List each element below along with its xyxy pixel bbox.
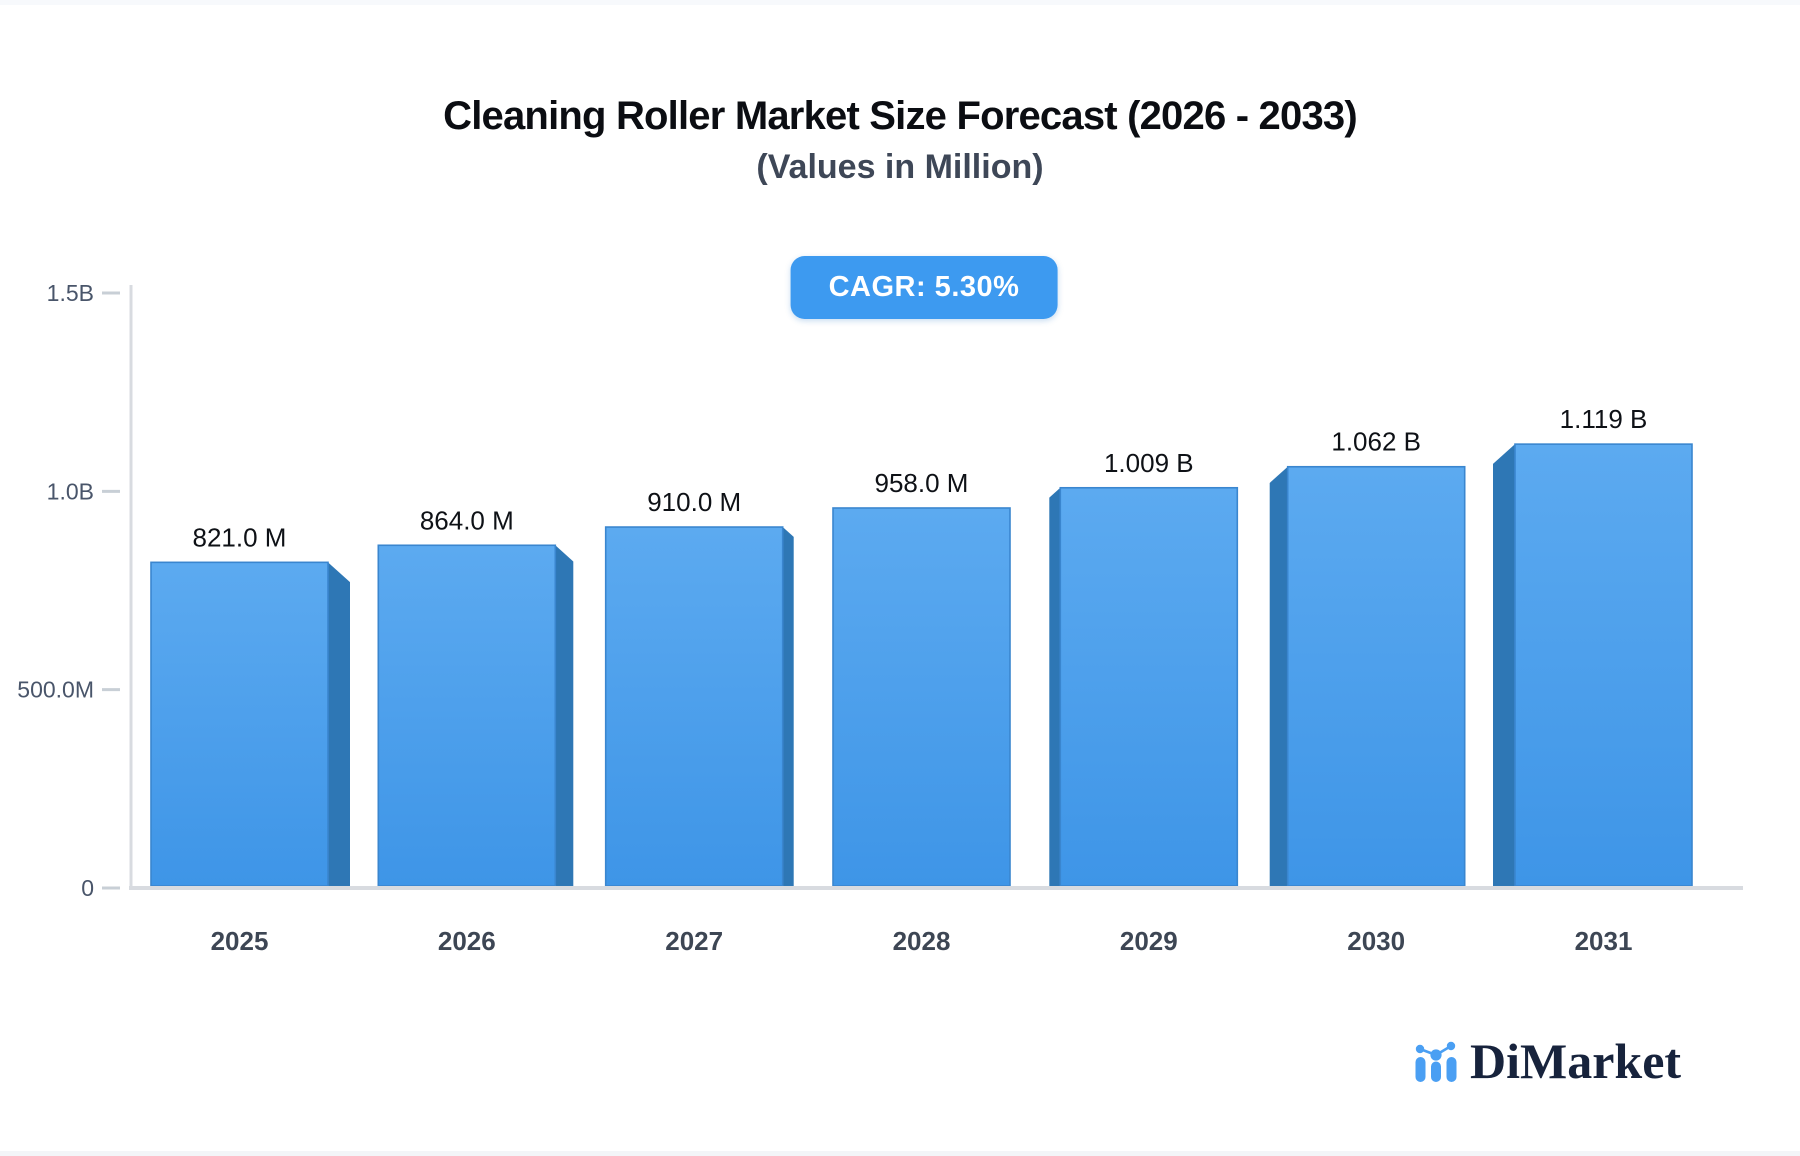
- x-axis-label: 2029: [1120, 926, 1178, 956]
- bar-value-label: 1.119 B: [1560, 404, 1648, 434]
- bar-2029: [1059, 486, 1239, 887]
- cagr-badge: CAGR: 5.30%: [790, 256, 1058, 319]
- bar-side-2030: [1269, 466, 1288, 886]
- x-axis-label: 2030: [1347, 926, 1405, 956]
- x-axis-label: 2025: [211, 926, 269, 956]
- bottom-border: [0, 1151, 1800, 1156]
- bar-chart-logo-icon: [1415, 1041, 1457, 1082]
- top-border: [0, 0, 1800, 5]
- bar-2027: [604, 526, 784, 887]
- bar-2025: [150, 561, 329, 887]
- y-tick-label: 1.5B: [47, 280, 94, 306]
- y-tick-label: 500.0M: [17, 677, 94, 703]
- bar-side-2031: [1493, 444, 1515, 886]
- bar-2028: [832, 507, 1011, 887]
- bar-value-label: 864.0 M: [420, 505, 514, 535]
- dimarket-logo: DiMarket: [1413, 1033, 1682, 1089]
- bar-value-label: 1.062 B: [1331, 427, 1421, 457]
- logo-text: DiMarket: [1470, 1033, 1682, 1089]
- x-axis-label: 2031: [1575, 926, 1633, 956]
- bar-2026: [377, 544, 557, 887]
- bar-value-label: 958.0 M: [875, 468, 969, 498]
- bar-side-2029: [1049, 487, 1061, 886]
- cagr-badge-label: CAGR: 5.30%: [828, 271, 1020, 303]
- bar-value-label: 910.0 M: [647, 487, 741, 517]
- bar-value-label: 1.009 B: [1104, 448, 1194, 478]
- y-tick-label: 0: [81, 875, 94, 901]
- x-axis-label: 2027: [665, 926, 723, 956]
- bar-2030: [1286, 465, 1466, 887]
- chart-title: Cleaning Roller Market Size Forecast (20…: [443, 94, 1358, 138]
- bar-side-2026: [555, 545, 574, 886]
- y-tick-label: 1.0B: [47, 478, 94, 504]
- bar-side-2025: [328, 562, 350, 886]
- bar-side-2027: [782, 527, 794, 886]
- bar-value-label: 821.0 M: [193, 522, 287, 552]
- bar-2031: [1514, 443, 1693, 887]
- x-axis-label: 2026: [438, 926, 496, 956]
- x-axis-label: 2028: [893, 926, 951, 956]
- chart-subtitle: (Values in Million): [756, 148, 1044, 186]
